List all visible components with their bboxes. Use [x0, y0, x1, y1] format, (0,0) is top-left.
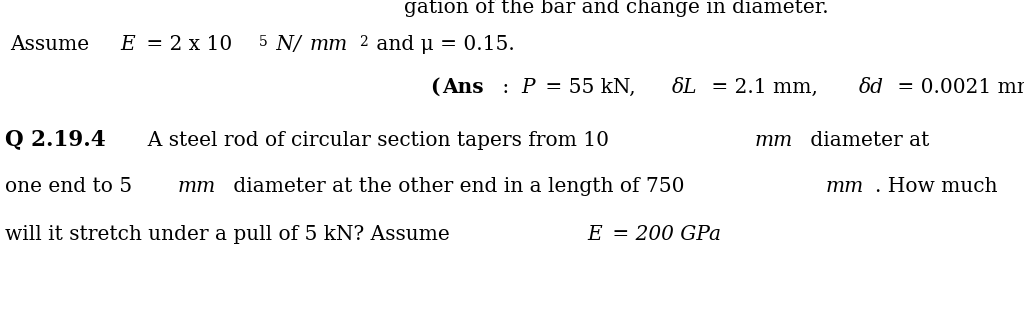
Text: N/: N/ — [270, 35, 301, 54]
Text: mm: mm — [755, 131, 794, 150]
Text: diameter at: diameter at — [804, 131, 930, 150]
Text: P: P — [521, 78, 535, 97]
Text: δL: δL — [672, 78, 697, 97]
Text: :: : — [496, 78, 516, 97]
Text: one end to 5: one end to 5 — [5, 177, 138, 196]
Text: = 2 x 10: = 2 x 10 — [139, 35, 231, 54]
Text: Ans: Ans — [442, 77, 484, 97]
Text: A steel rod of circular section tapers from 10: A steel rod of circular section tapers f… — [135, 131, 615, 150]
Text: will it stretch under a pull of 5 kN? Assume: will it stretch under a pull of 5 kN? As… — [5, 225, 457, 244]
Text: = 2.1 mm,: = 2.1 mm, — [705, 78, 824, 97]
Text: = 55 kN,: = 55 kN, — [539, 78, 642, 97]
Text: mm: mm — [825, 177, 863, 196]
Text: 5: 5 — [259, 35, 267, 49]
Text: gation of the bar and change in diameter.: gation of the bar and change in diameter… — [404, 0, 829, 17]
Text: Q 2.19.4: Q 2.19.4 — [5, 128, 105, 150]
Text: mm: mm — [177, 177, 216, 196]
Text: Assume: Assume — [10, 35, 95, 54]
Text: E: E — [587, 225, 602, 244]
Text: δd: δd — [858, 78, 884, 97]
Text: and μ = 0.15.: and μ = 0.15. — [371, 35, 515, 54]
Text: . How much: . How much — [874, 177, 997, 196]
Text: mm: mm — [309, 35, 348, 54]
Text: (: ( — [430, 77, 439, 97]
Text: = 0.0021 mm): = 0.0021 mm) — [891, 78, 1024, 97]
Text: diameter at the other end in a length of 750: diameter at the other end in a length of… — [226, 177, 690, 196]
Text: = 200 GPa: = 200 GPa — [606, 225, 721, 244]
Text: E: E — [121, 35, 135, 54]
Text: 2: 2 — [359, 35, 368, 49]
